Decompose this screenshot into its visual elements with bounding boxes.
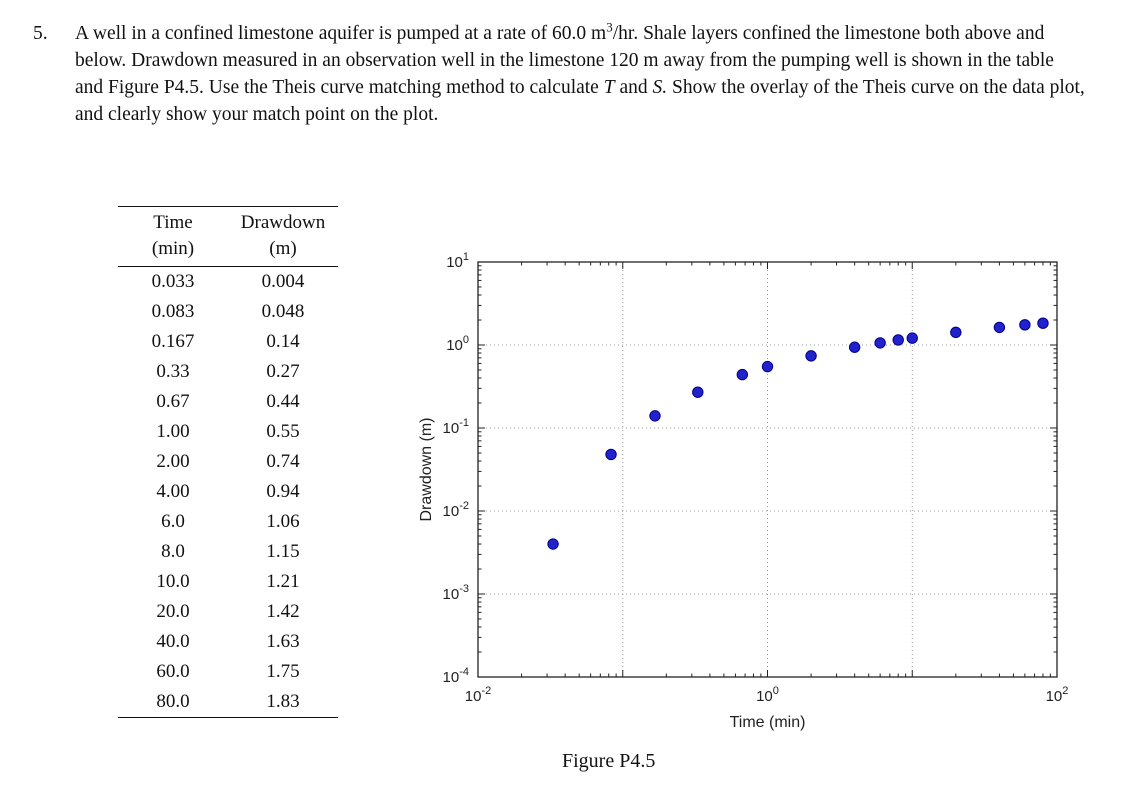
table-row: 0.33 0.27 bbox=[118, 357, 338, 387]
table-cell: 1.83 bbox=[266, 691, 300, 712]
x-tick-label: 100 bbox=[756, 685, 779, 705]
table-cell: 1.75 bbox=[266, 661, 300, 682]
problem-text-part: Show the overlay of the Theis curve on t… bbox=[75, 77, 1085, 125]
data-point bbox=[993, 321, 1006, 334]
table-row: 2.00 0.74 bbox=[118, 447, 338, 477]
data-point bbox=[692, 386, 704, 398]
table-row: 0.083 0.048 bbox=[118, 297, 338, 327]
table-row: 80.0 1.83 bbox=[118, 687, 338, 718]
table-cell: 0.27 bbox=[266, 361, 300, 382]
col-header-time-name: Time bbox=[153, 212, 193, 233]
data-point bbox=[736, 368, 749, 381]
table-cell: 0.33 bbox=[156, 361, 190, 382]
x-axis-label: Time (min) bbox=[730, 714, 806, 731]
table-cell: 6.0 bbox=[161, 511, 185, 532]
x-tick-label: 102 bbox=[1046, 685, 1069, 705]
y-tick-label: 10-3 bbox=[443, 583, 469, 603]
table-row: 0.167 0.14 bbox=[118, 327, 338, 357]
table-cell: 40.0 bbox=[156, 631, 190, 652]
table-cell: 1.06 bbox=[266, 511, 300, 532]
y-tick-label: 101 bbox=[446, 251, 469, 271]
table-cell: 0.033 bbox=[151, 271, 195, 292]
x-tick-label: 10-2 bbox=[465, 685, 491, 705]
table-row: 0.033 0.004 bbox=[118, 267, 338, 298]
data-point bbox=[950, 326, 962, 339]
table-row: 1.00 0.55 bbox=[118, 417, 338, 447]
data-point bbox=[761, 360, 774, 373]
table-row: 60.0 1.75 bbox=[118, 657, 338, 687]
table-cell: 1.21 bbox=[266, 571, 300, 592]
table-cell: 0.048 bbox=[261, 301, 305, 322]
table-cell: 1.15 bbox=[266, 541, 300, 562]
table-cell: 60.0 bbox=[156, 661, 190, 682]
table-cell: 4.00 bbox=[156, 481, 190, 502]
superscript-exponent: 3 bbox=[606, 19, 613, 35]
table-header: Time (min) Drawdown (m) bbox=[118, 207, 338, 267]
variable-T: T bbox=[603, 77, 615, 98]
table-cell: 1.63 bbox=[266, 631, 300, 652]
col-header-time: Time (min) bbox=[118, 207, 228, 267]
problem-text-part: A well in a confined limestone aquifer i… bbox=[75, 23, 607, 44]
data-point bbox=[848, 341, 861, 353]
table-cell: 0.004 bbox=[261, 271, 305, 292]
table-row: 4.00 0.94 bbox=[118, 477, 338, 507]
table-cell: 0.74 bbox=[266, 451, 300, 472]
table-row: 8.0 1.15 bbox=[118, 537, 338, 567]
data-point bbox=[605, 448, 617, 461]
table-cell: 80.0 bbox=[156, 691, 190, 712]
data-table: Time (min) Drawdown (m) 0.033 0.004 0.083 0… bbox=[118, 206, 338, 718]
table-cell: 20.0 bbox=[156, 601, 190, 622]
figure-p45: 10-2 100 102 101 100 10-1 10-2 10-3 10-4 Time (mi… bbox=[415, 250, 1075, 740]
table-cell: 0.55 bbox=[266, 421, 300, 442]
y-tick-label: 10-2 bbox=[443, 500, 469, 520]
figure-caption: Figure P4.5 bbox=[562, 750, 656, 772]
table-row: 0.67 0.44 bbox=[118, 387, 338, 417]
data-table-body: 0.033 0.004 0.083 0.048 0.167 0.14 0.33 0.27 0.6… bbox=[118, 267, 338, 718]
table-row: 20.0 1.42 bbox=[118, 597, 338, 627]
table-cell: 0.67 bbox=[156, 391, 190, 412]
data-point bbox=[805, 350, 817, 362]
y-tick-label: 100 bbox=[446, 334, 469, 354]
table-cell: 0.167 bbox=[151, 331, 195, 352]
table-row: 10.0 1.21 bbox=[118, 567, 338, 597]
table-row: 40.0 1.63 bbox=[118, 627, 338, 657]
data-point bbox=[906, 332, 918, 344]
problem-number: 5. bbox=[33, 23, 48, 44]
table-cell: 0.94 bbox=[266, 481, 300, 502]
data-point bbox=[649, 410, 661, 422]
col-header-drawdown-name: Drawdown bbox=[240, 212, 326, 233]
table-cell: 1.00 bbox=[156, 421, 190, 442]
data-point bbox=[1037, 317, 1049, 329]
figure-plot: 10-2 100 102 101 100 10-1 10-2 10-3 10-4 Time (mi… bbox=[418, 251, 1069, 731]
col-header-drawdown-unit: (m) bbox=[269, 238, 297, 259]
problem-text-part: and bbox=[614, 77, 653, 98]
drawdown-table: Time (min) Drawdown (m) 0.033 0.004 0.083 0… bbox=[118, 206, 338, 718]
table-header-row: Time (min) Drawdown (m) bbox=[118, 207, 338, 267]
data-point bbox=[547, 538, 559, 550]
col-header-time-unit: (min) bbox=[151, 238, 195, 259]
y-tick-label: 10-1 bbox=[443, 417, 469, 437]
table-cell: 2.00 bbox=[156, 451, 190, 472]
problem-text-part: /hr. Shale layers confined the limestone… bbox=[75, 23, 1054, 98]
table-cell: 0.083 bbox=[151, 301, 195, 322]
problem-statement: 5. A well in a confined limestone aquife… bbox=[33, 20, 1108, 128]
data-point bbox=[874, 337, 886, 349]
table-row: 6.0 1.06 bbox=[118, 507, 338, 537]
data-point bbox=[1019, 319, 1031, 331]
data-point bbox=[892, 334, 904, 346]
table-cell: 10.0 bbox=[156, 571, 190, 592]
table-cell: 8.0 bbox=[161, 541, 185, 562]
y-tick-label: 10-4 bbox=[443, 666, 469, 686]
table-cell: 0.14 bbox=[266, 331, 300, 352]
problem-text: A well in a confined limestone aquifer i… bbox=[75, 20, 1085, 128]
y-axis-label: Drawdown (m) bbox=[418, 417, 435, 521]
col-header-drawdown: Drawdown (m) bbox=[228, 207, 338, 267]
table-cell: 1.42 bbox=[266, 601, 300, 622]
variable-S: S. bbox=[652, 77, 668, 98]
table-cell: 0.44 bbox=[266, 391, 300, 412]
